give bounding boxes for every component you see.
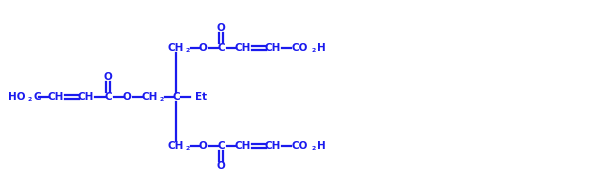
Text: CH: CH <box>48 92 64 102</box>
Text: C: C <box>217 43 225 53</box>
Text: CH: CH <box>78 92 94 102</box>
Text: C: C <box>34 92 42 102</box>
Text: CH: CH <box>168 141 184 151</box>
Text: O: O <box>216 23 225 33</box>
Text: 2: 2 <box>311 145 315 151</box>
Text: C: C <box>217 141 225 151</box>
Text: CH: CH <box>235 141 251 151</box>
Text: O: O <box>199 43 207 53</box>
Text: CH: CH <box>142 92 158 102</box>
Text: C: C <box>172 92 180 102</box>
Text: O: O <box>103 72 113 82</box>
Text: CH: CH <box>235 43 251 53</box>
Text: CO: CO <box>292 43 308 53</box>
Text: 2: 2 <box>185 47 189 53</box>
Text: C: C <box>104 92 112 102</box>
Text: O: O <box>216 161 225 171</box>
Text: H: H <box>317 43 326 53</box>
Text: HO: HO <box>8 92 26 102</box>
Text: CO: CO <box>292 141 308 151</box>
Text: CH: CH <box>265 141 281 151</box>
Text: CH: CH <box>168 43 184 53</box>
Text: Et: Et <box>195 92 207 102</box>
Text: CH: CH <box>265 43 281 53</box>
Text: 2: 2 <box>28 96 32 102</box>
Text: 2: 2 <box>159 96 163 102</box>
Text: O: O <box>199 141 207 151</box>
Text: 2: 2 <box>185 145 189 151</box>
Text: H: H <box>317 141 326 151</box>
Text: 2: 2 <box>311 47 315 53</box>
Text: O: O <box>122 92 132 102</box>
